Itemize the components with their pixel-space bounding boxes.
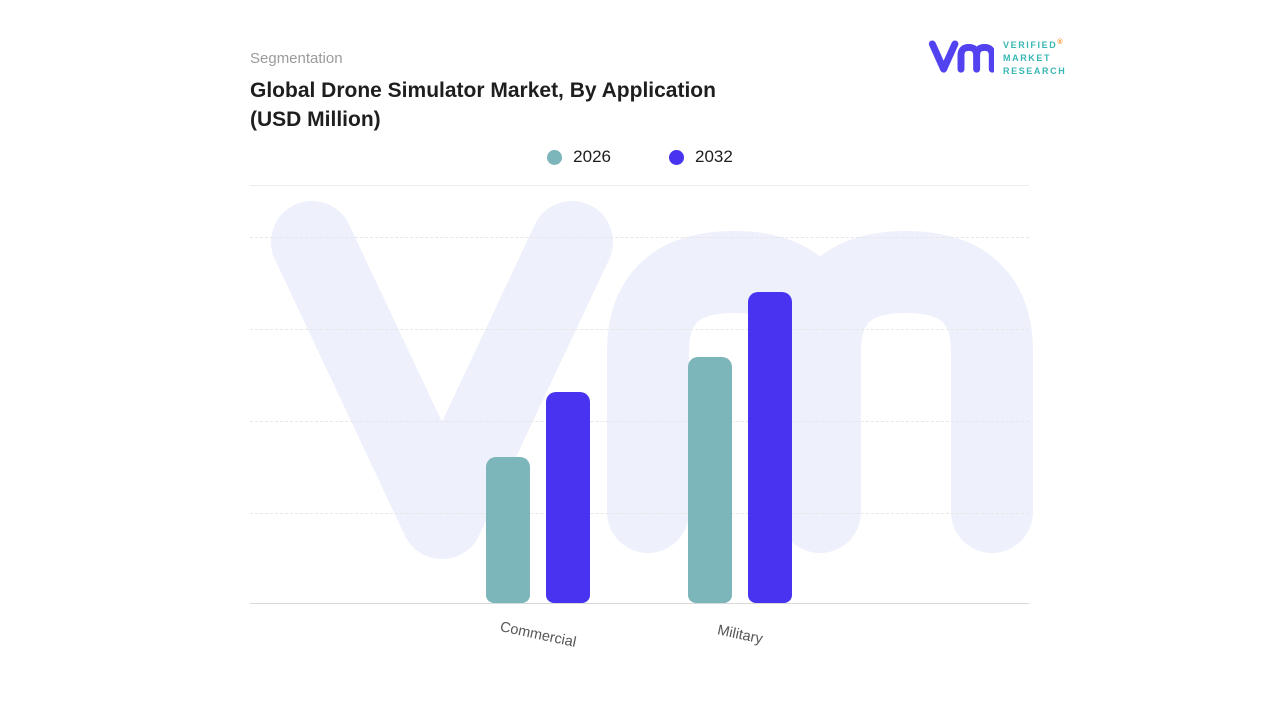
bar-commercial-2026[interactable] — [486, 457, 530, 603]
gridline — [250, 329, 1029, 330]
bar-military-2032[interactable] — [748, 292, 792, 603]
page-title-line2: (USD Million) — [250, 108, 381, 131]
legend-item-2032[interactable]: 2032 — [669, 147, 733, 167]
gridline — [250, 421, 1029, 422]
legend-label-2032: 2032 — [695, 147, 733, 166]
bar-commercial-2032[interactable] — [546, 392, 590, 603]
vmr-logo-text: VERIFIED® MARKET RESEARCH — [1003, 36, 1066, 78]
page-title: Global Drone Simulator Market, By Applic… — [250, 76, 716, 134]
eyebrow-label: Segmentation — [250, 50, 343, 67]
legend-item-2026[interactable]: 2026 — [547, 147, 611, 167]
chart-legend: 2026 2032 — [250, 147, 1030, 167]
bar-group-commercial: Commercial — [486, 392, 590, 651]
plot-area: Commercial Military — [250, 185, 1029, 651]
vmr-logo: VERIFIED® MARKET RESEARCH — [928, 36, 1066, 78]
gridline — [250, 237, 1029, 238]
legend-dot-2026-icon — [547, 149, 563, 165]
category-label-commercial: Commercial — [498, 619, 578, 651]
logo-line-research: RESEARCH — [1003, 66, 1067, 76]
legend-dot-2032-icon — [669, 149, 684, 165]
bar-group-military: Military — [688, 292, 792, 648]
gridline — [250, 513, 1029, 514]
page-title-line1: Global Drone Simulator Market, By Applic… — [250, 79, 716, 102]
bar-military-2026[interactable] — [688, 357, 732, 603]
registered-mark: ® — [1057, 39, 1063, 46]
legend-label-2026: 2026 — [573, 147, 611, 166]
logo-line-market: MARKET — [1003, 53, 1052, 63]
category-label-military: Military — [715, 622, 765, 648]
vmr-logo-mark-icon — [928, 40, 994, 73]
logo-line-verified: VERIFIED — [1003, 40, 1058, 50]
